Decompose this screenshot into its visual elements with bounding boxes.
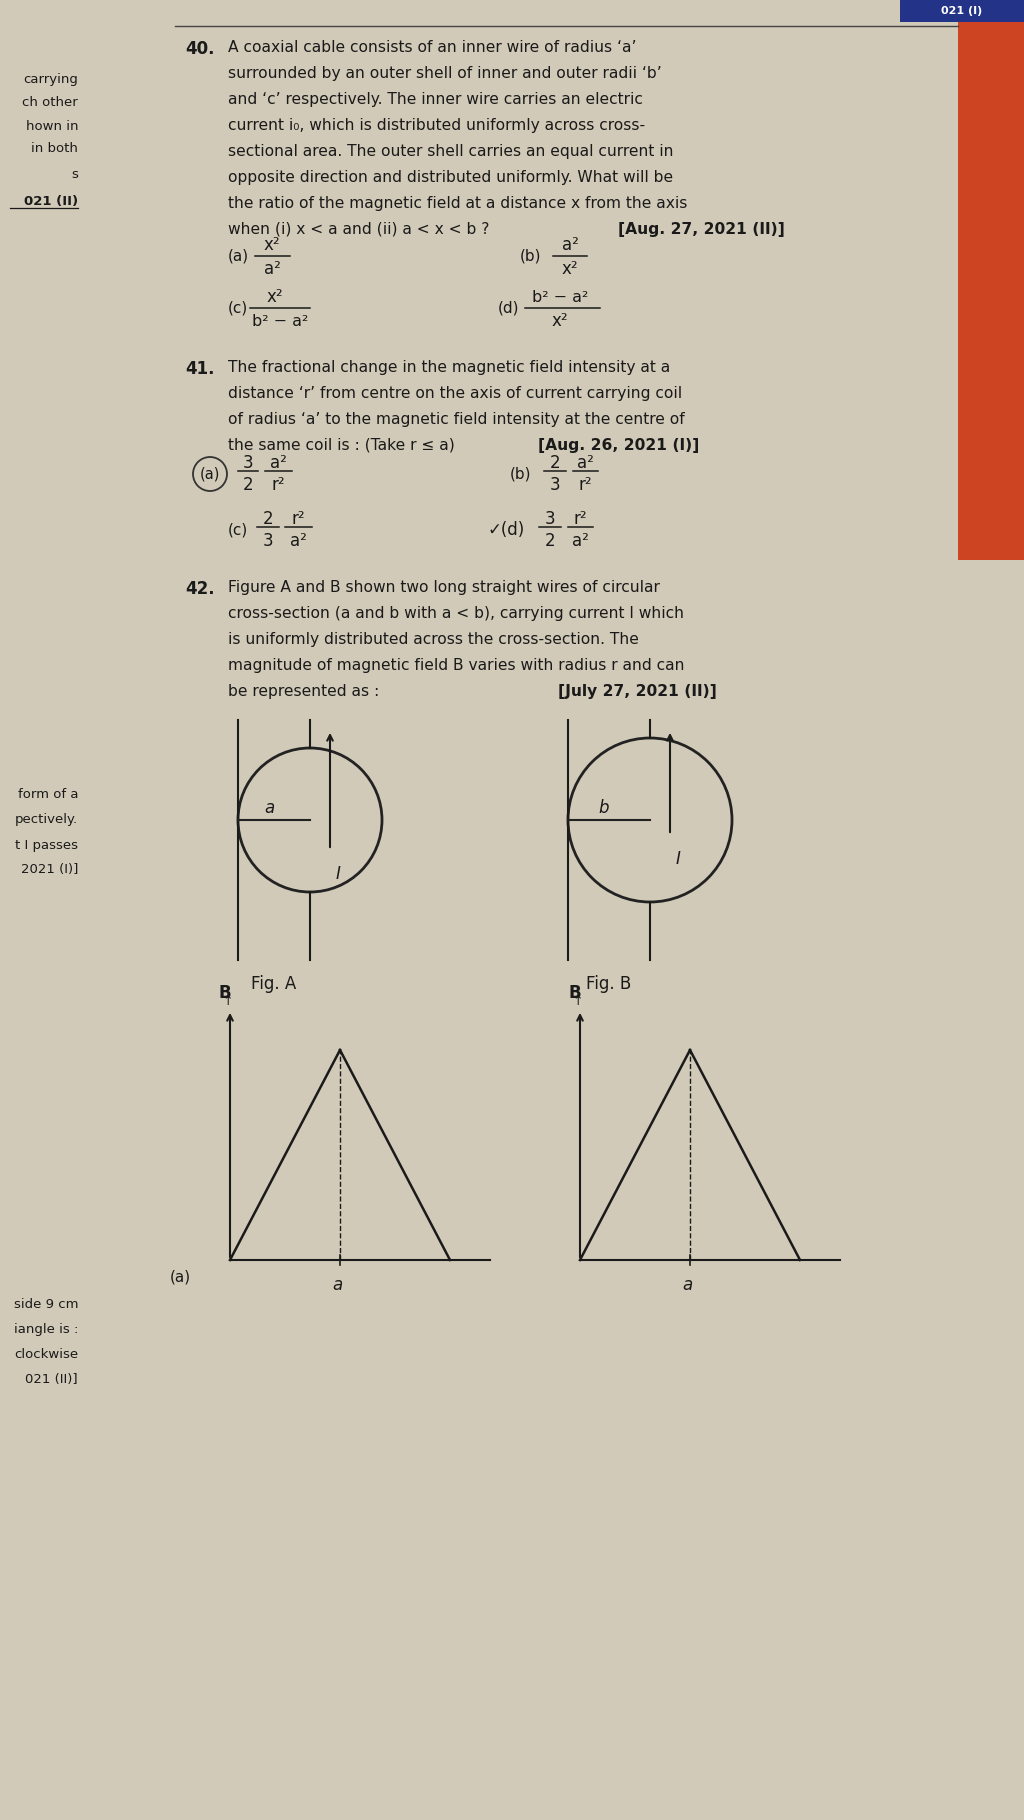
Text: Figure A and B shown two long straight wires of circular: Figure A and B shown two long straight w… (228, 581, 659, 595)
Text: I: I (676, 850, 680, 868)
Text: ↑: ↑ (223, 996, 233, 1008)
Text: a: a (332, 1276, 342, 1294)
Text: x²: x² (552, 311, 568, 329)
Text: of radius ‘a’ to the magnetic field intensity at the centre of: of radius ‘a’ to the magnetic field inte… (228, 411, 685, 428)
Text: side 9 cm: side 9 cm (13, 1298, 78, 1312)
Text: surrounded by an outer shell of inner and outer radii ‘b’: surrounded by an outer shell of inner an… (228, 66, 662, 82)
Text: the ratio of the magnetic field at a distance x from the axis: the ratio of the magnetic field at a dis… (228, 197, 687, 211)
Text: magnitude of magnetic field B varies with radius r and can: magnitude of magnetic field B varies wit… (228, 659, 684, 673)
Text: t I passes: t I passes (15, 839, 78, 852)
Text: 021 (II)]: 021 (II)] (26, 1374, 78, 1387)
Text: 2: 2 (243, 477, 253, 493)
Text: Fig. B: Fig. B (587, 976, 632, 994)
Text: iangle is :: iangle is : (13, 1323, 78, 1336)
Text: B: B (568, 985, 582, 1003)
Text: 021 (I): 021 (I) (941, 5, 983, 16)
Text: a²: a² (263, 260, 281, 278)
Text: (a): (a) (170, 1270, 191, 1285)
Text: r²: r² (291, 510, 305, 528)
Text: ↑: ↑ (572, 996, 584, 1008)
Text: (c): (c) (228, 522, 248, 537)
Text: 2: 2 (263, 510, 273, 528)
Text: 3: 3 (263, 531, 273, 550)
Text: 3: 3 (550, 477, 560, 493)
Text: Fig. A: Fig. A (251, 976, 297, 994)
Text: I: I (336, 864, 340, 883)
Text: a²: a² (571, 531, 589, 550)
Text: [Aug. 27, 2021 (II)]: [Aug. 27, 2021 (II)] (618, 222, 784, 237)
Text: r²: r² (579, 477, 592, 493)
Text: (c): (c) (228, 300, 248, 315)
Text: and ‘c’ respectively. The inner wire carries an electric: and ‘c’ respectively. The inner wire car… (228, 93, 643, 107)
Text: s: s (71, 169, 78, 182)
Text: 021 (II): 021 (II) (24, 195, 78, 209)
Text: a²: a² (269, 453, 287, 471)
Text: (a): (a) (228, 249, 249, 264)
Text: r²: r² (573, 510, 587, 528)
FancyBboxPatch shape (900, 0, 1024, 22)
Text: a²: a² (290, 531, 306, 550)
Text: b: b (599, 799, 609, 817)
Text: the same coil is : (Take r ≤ a): the same coil is : (Take r ≤ a) (228, 439, 455, 453)
Text: 3: 3 (243, 453, 253, 471)
Text: when (i) x < a and (ii) a < x < b ?: when (i) x < a and (ii) a < x < b ? (228, 222, 489, 237)
Text: 41.: 41. (185, 360, 214, 379)
Text: 2: 2 (550, 453, 560, 471)
Text: 42.: 42. (185, 581, 215, 599)
Text: x²: x² (562, 260, 579, 278)
Text: a²: a² (577, 453, 594, 471)
Text: (d): (d) (498, 300, 519, 315)
Text: (b): (b) (510, 466, 531, 482)
Text: opposite direction and distributed uniformly. What will be: opposite direction and distributed unifo… (228, 169, 673, 186)
Text: 3: 3 (545, 510, 555, 528)
Text: cross-section (a and b with a < b), carrying current I which: cross-section (a and b with a < b), carr… (228, 606, 684, 621)
FancyBboxPatch shape (958, 0, 1024, 561)
Text: a: a (682, 1276, 692, 1294)
Text: x²: x² (266, 288, 284, 306)
Text: a: a (264, 799, 274, 817)
Text: B: B (219, 985, 231, 1003)
Text: [Aug. 26, 2021 (I)]: [Aug. 26, 2021 (I)] (538, 439, 699, 453)
Text: pectively.: pectively. (15, 814, 78, 826)
Text: ch other: ch other (23, 96, 78, 109)
Text: sectional area. The outer shell carries an equal current in: sectional area. The outer shell carries … (228, 144, 674, 158)
Text: (a): (a) (200, 466, 220, 482)
Text: carrying: carrying (24, 73, 78, 87)
Text: 2021 (I)]: 2021 (I)] (20, 863, 78, 877)
Text: (b): (b) (520, 249, 542, 264)
Text: b² − a²: b² − a² (531, 289, 588, 304)
Text: The fractional change in the magnetic field intensity at a: The fractional change in the magnetic fi… (228, 360, 671, 375)
Text: 2: 2 (545, 531, 555, 550)
Text: current i₀, which is distributed uniformly across cross-: current i₀, which is distributed uniform… (228, 118, 645, 133)
Text: ✓(d): ✓(d) (487, 521, 524, 539)
Text: b² − a²: b² − a² (252, 315, 308, 329)
Text: form of a: form of a (17, 788, 78, 801)
Text: distance ‘r’ from centre on the axis of current carrying coil: distance ‘r’ from centre on the axis of … (228, 386, 682, 400)
Text: [July 27, 2021 (II)]: [July 27, 2021 (II)] (558, 684, 717, 699)
Text: in both: in both (31, 142, 78, 155)
Text: a²: a² (561, 237, 579, 255)
Text: r²: r² (271, 477, 285, 493)
Text: be represented as :: be represented as : (228, 684, 379, 699)
Text: x²: x² (264, 237, 281, 255)
Text: clockwise: clockwise (14, 1349, 78, 1361)
Text: hown in: hown in (26, 120, 78, 133)
Text: 40.: 40. (185, 40, 214, 58)
Text: is uniformly distributed across the cross-section. The: is uniformly distributed across the cros… (228, 632, 639, 646)
Text: A coaxial cable consists of an inner wire of radius ‘a’: A coaxial cable consists of an inner wir… (228, 40, 637, 55)
